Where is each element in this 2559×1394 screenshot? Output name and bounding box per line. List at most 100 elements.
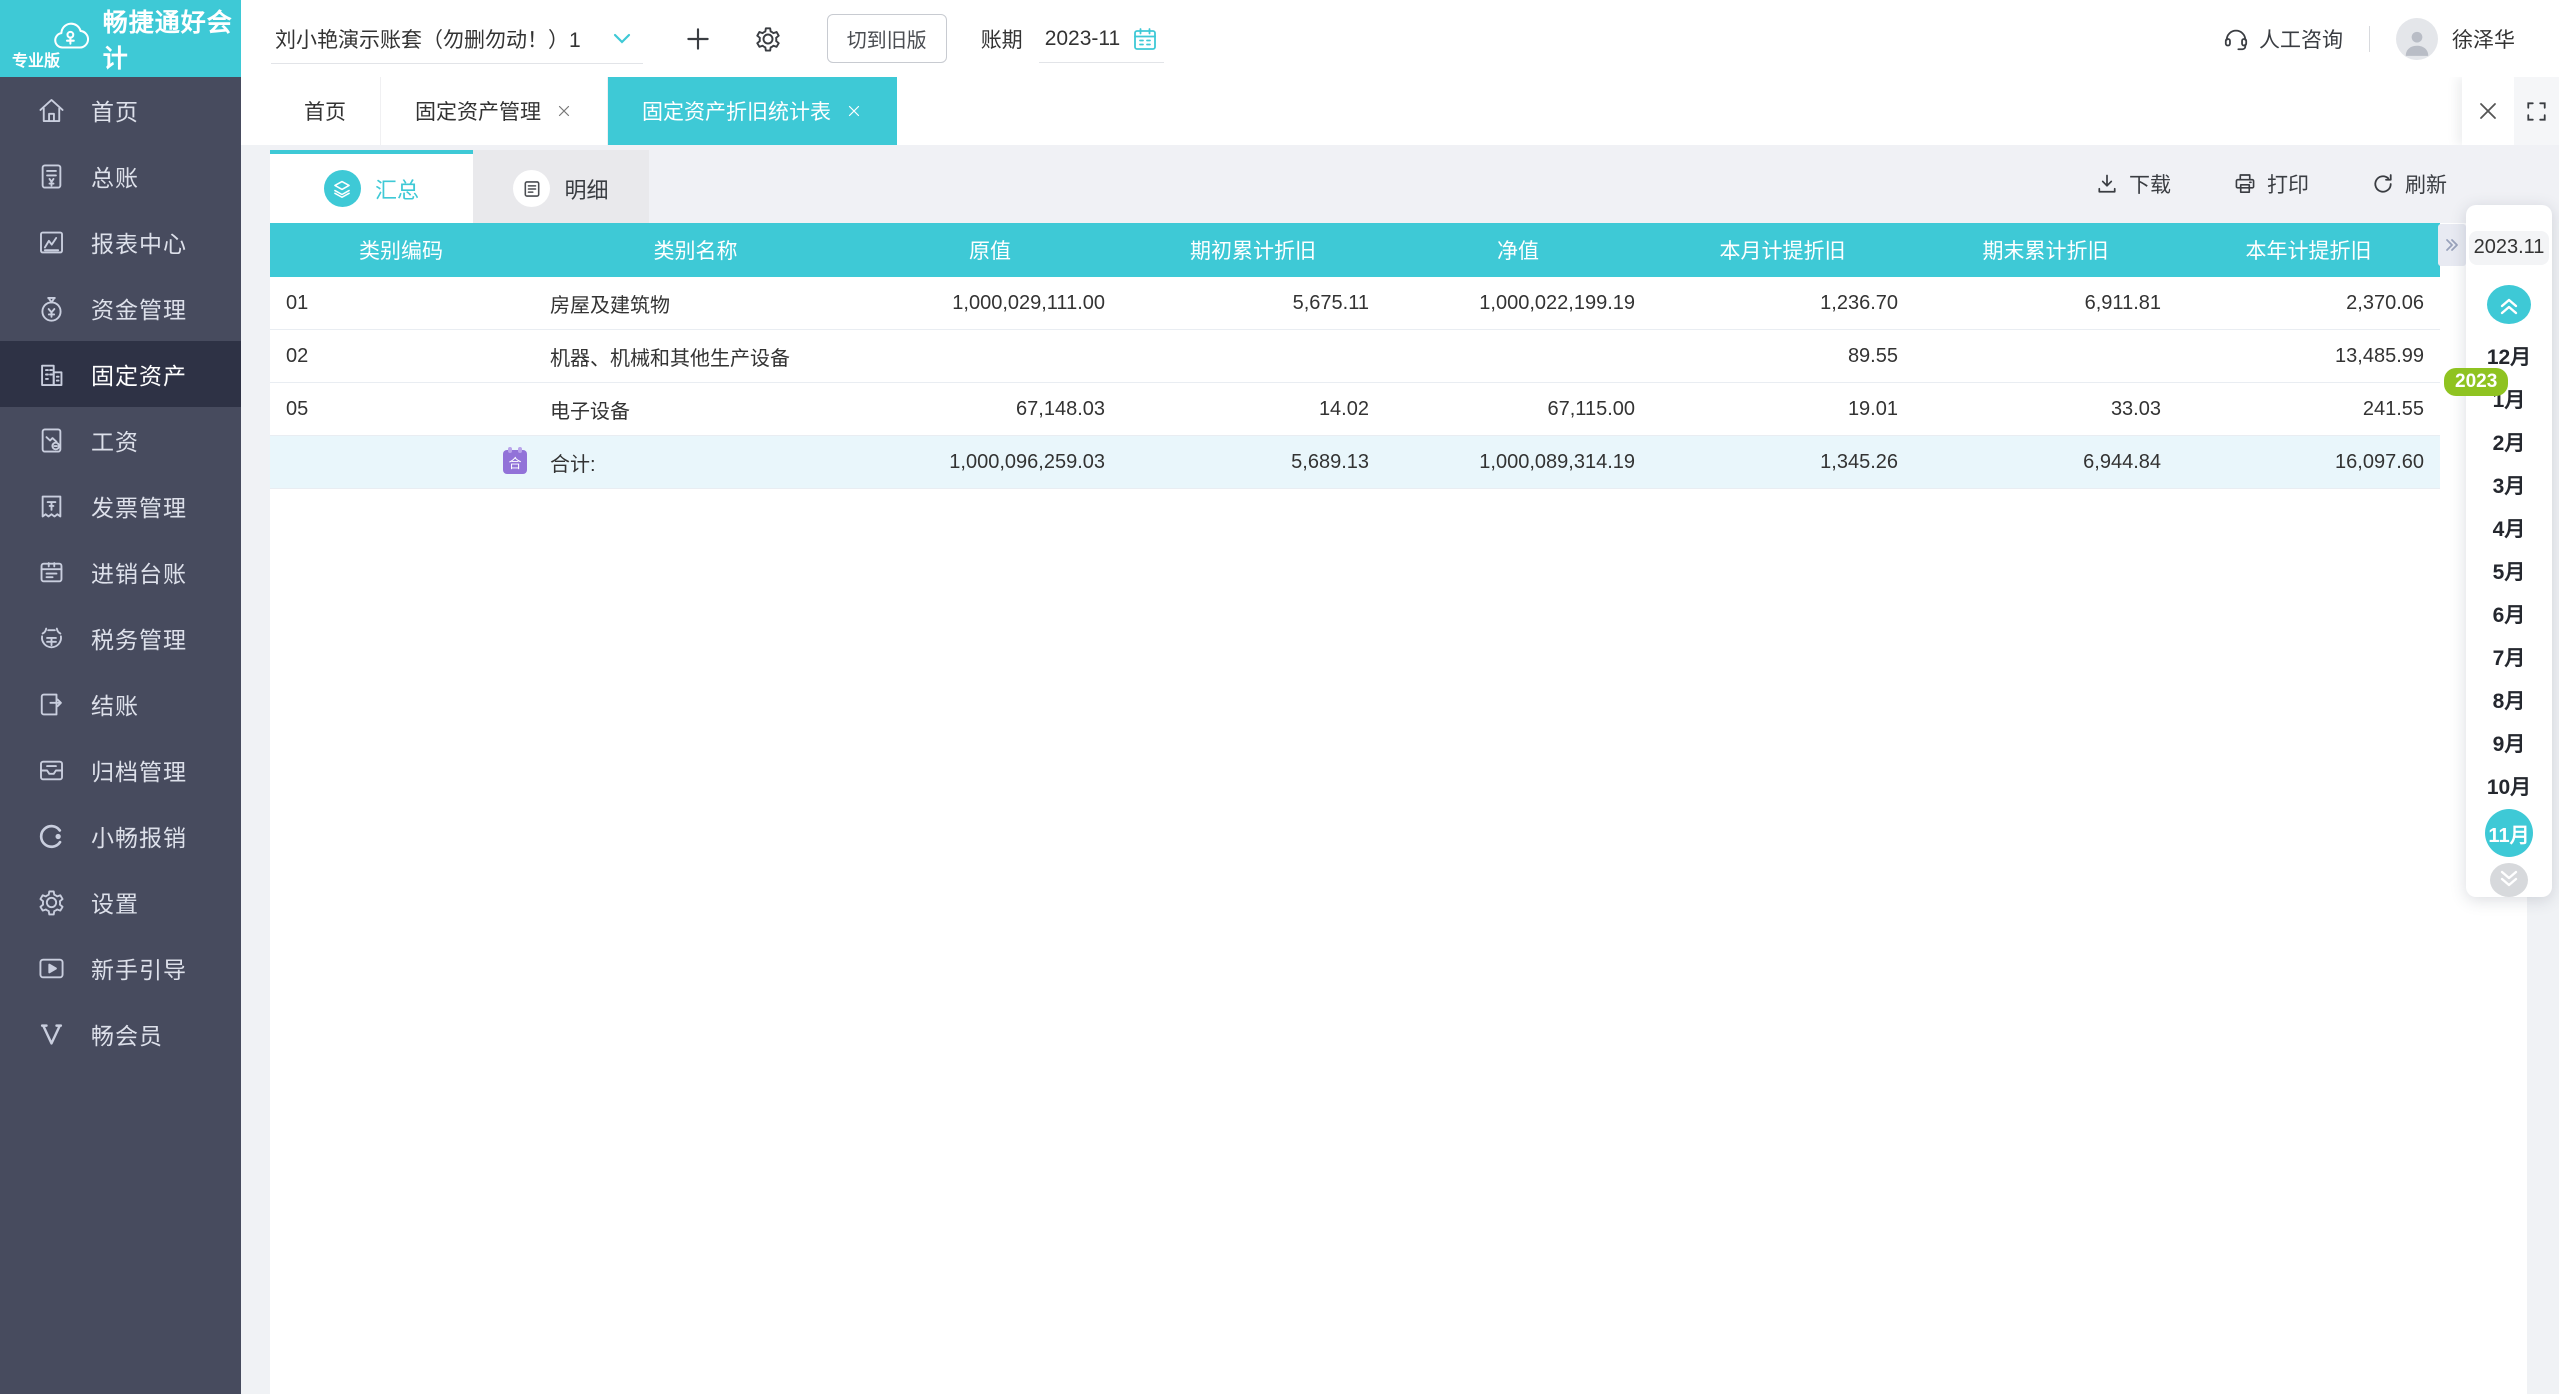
table-cell: 6,911.81 — [2084, 291, 2161, 314]
table-cell: 13,485.99 — [2335, 344, 2424, 367]
sidebar-item-label: 进销台账 — [91, 561, 187, 587]
table-cell: 02 — [286, 344, 309, 367]
tab-1[interactable]: 固定资产管理 — [381, 77, 608, 145]
topbar-right: 人工咨询 徐泽华 — [2223, 17, 2559, 60]
month-item-9[interactable]: 9月 — [2492, 732, 2526, 756]
add-account-button[interactable] — [683, 24, 713, 54]
sidebar-item-reimburse[interactable]: 小畅报销 — [0, 803, 241, 869]
table-cell: 机器、机械和其他生产设备 — [550, 347, 790, 370]
app-logo: 畅捷通好会计 专业版 — [0, 0, 241, 77]
table-row[interactable]: 01 房屋及建筑物 1,000,029,111.00 5,675.11 1,000,02… — [270, 277, 2440, 330]
sidebar-item-reports[interactable]: 报表中心 — [0, 209, 241, 275]
layers-icon — [331, 178, 353, 200]
sidebar-item-label: 归档管理 — [91, 759, 187, 785]
table-cell: 241.55 — [2362, 397, 2424, 420]
column-header: 类别编码 — [359, 240, 443, 263]
table-cell — [1914, 330, 2177, 382]
scroll-months-up-button[interactable] — [2487, 284, 2531, 325]
top-bar: 畅捷通好会计 专业版 刘小艳演示账套（勿删勿动！）1 切到旧版 账期 2023-… — [0, 0, 2559, 77]
month-item-5[interactable]: 5月 — [2492, 560, 2526, 584]
period-picker[interactable]: 2023-11 — [1038, 0, 1165, 77]
ledger-icon — [36, 161, 67, 192]
brand-name: 畅捷通好会计 — [102, 8, 233, 73]
print-icon — [2233, 172, 2257, 196]
support-link[interactable]: 人工咨询 — [2223, 24, 2343, 54]
sidebar-item-salary[interactable]: 工资 — [0, 407, 241, 473]
month-item-0[interactable]: 12月 — [2486, 345, 2532, 369]
view-button-1[interactable]: 明细 — [473, 150, 649, 223]
month-item-11[interactable]: 11月 — [2485, 809, 2533, 858]
table-cell: 1,236.70 — [1820, 291, 1898, 314]
refresh-button[interactable]: 刷新 — [2371, 169, 2447, 199]
headset-icon — [2223, 26, 2249, 52]
table-cell — [859, 330, 1121, 382]
month-item-10[interactable]: 10月 — [2486, 775, 2532, 799]
sidebar-item-member[interactable]: 畅会员 — [0, 1001, 241, 1067]
table-cell: 1,000,029,111.00 — [952, 291, 1105, 314]
sidebar-item-ledger[interactable]: 总账 — [0, 143, 241, 209]
user-name: 徐泽华 — [2452, 28, 2515, 52]
close-icon[interactable] — [555, 102, 573, 120]
scroll-months-down-button[interactable] — [2490, 863, 2528, 898]
sidebar-item-tax[interactable]: 税务管理 — [0, 605, 241, 671]
sidebar-item-label: 税务管理 — [91, 627, 187, 653]
tab-0[interactable]: 首页 — [270, 77, 381, 145]
sidebar-item-stock[interactable]: 进销台账 — [0, 539, 241, 605]
total-label-cell: 合计: — [532, 436, 859, 488]
tab-label: 固定资产折旧统计表 — [642, 101, 831, 124]
close-all-tabs-button[interactable] — [2462, 77, 2514, 145]
sidebar-item-guide[interactable]: 新手引导 — [0, 935, 241, 1001]
table-cell: 14.02 — [1318, 397, 1369, 420]
month-item-2[interactable]: 2月 — [2492, 431, 2526, 455]
download-button[interactable]: 下载 — [2095, 169, 2171, 199]
report-toolbar: 汇总 明细 下载 打印 刷新 — [270, 145, 2559, 223]
table-cell: 67,115.00 — [1547, 397, 1636, 420]
table-cell: 1,000,096,259.03 — [949, 450, 1105, 473]
sidebar-item-settings[interactable]: 设置 — [0, 869, 241, 935]
sidebar-item-label: 资金管理 — [91, 297, 187, 323]
month-item-7[interactable]: 7月 — [2492, 646, 2526, 670]
chevron-down-icon — [611, 28, 633, 50]
view-switcher: 汇总 明细 — [270, 150, 649, 223]
sidebar-item-invoice[interactable]: 发票管理 — [0, 473, 241, 539]
double-chevron-up-icon — [2497, 293, 2521, 317]
column-header: 本月计提折旧 — [1719, 240, 1846, 263]
double-chevron-right-icon — [2443, 236, 2461, 254]
switch-old-version-button[interactable]: 切到旧版 — [826, 14, 947, 63]
sidebar-item-label: 固定资产 — [91, 363, 187, 389]
sidebar-item-assets[interactable]: 固定资产 — [0, 341, 241, 407]
month-item-8[interactable]: 8月 — [2492, 689, 2526, 713]
sidebar-item-home[interactable]: 首页 — [0, 77, 241, 143]
sidebar-item-closing[interactable]: 结账 — [0, 671, 241, 737]
month-item-4[interactable]: 4月 — [2492, 517, 2526, 541]
table-row[interactable]: 05 电子设备 67,148.03 14.02 67,115.00 19.01 33.03 2… — [270, 383, 2440, 436]
fullscreen-button[interactable] — [2514, 77, 2559, 145]
sidebar-item-archive[interactable]: 归档管理 — [0, 737, 241, 803]
sidebar-item-label: 总账 — [91, 165, 139, 191]
table-row[interactable]: 02 机器、机械和其他生产设备 89.55 13,485.99 — [270, 330, 2440, 383]
collapse-panel-button[interactable] — [2438, 224, 2466, 266]
close-icon — [2476, 99, 2500, 123]
tab-2[interactable]: 固定资产折旧统计表 — [608, 77, 897, 145]
total-icon-cell: 合 — [270, 436, 532, 488]
salary-icon — [36, 425, 67, 456]
home-icon — [36, 95, 67, 126]
month-item-6[interactable]: 6月 — [2492, 603, 2526, 627]
view-label: 明细 — [564, 177, 609, 203]
sidebar-item-funds[interactable]: 资金管理 — [0, 275, 241, 341]
table-cell: 89.55 — [1847, 344, 1898, 367]
sidebar: 首页总账报表中心资金管理固定资产工资 发票管理进销台账税务管理结账归档管理小畅报销… — [0, 77, 241, 1394]
archive-icon — [36, 755, 67, 786]
print-button[interactable]: 打印 — [2233, 169, 2309, 199]
table-cell — [1385, 330, 1651, 382]
view-button-0[interactable]: 汇总 — [270, 150, 473, 223]
account-selector[interactable]: 刘小艳演示账套（勿删勿动！）1 — [271, 0, 643, 77]
avatar[interactable] — [2396, 17, 2438, 60]
settings-gear-button[interactable] — [753, 24, 783, 54]
close-icon[interactable] — [845, 102, 863, 120]
month-item-3[interactable]: 3月 — [2492, 474, 2526, 498]
current-period-label: 2023.11 — [2469, 231, 2549, 265]
sidebar-item-label: 小畅报销 — [91, 825, 187, 851]
closing-icon — [36, 689, 67, 720]
